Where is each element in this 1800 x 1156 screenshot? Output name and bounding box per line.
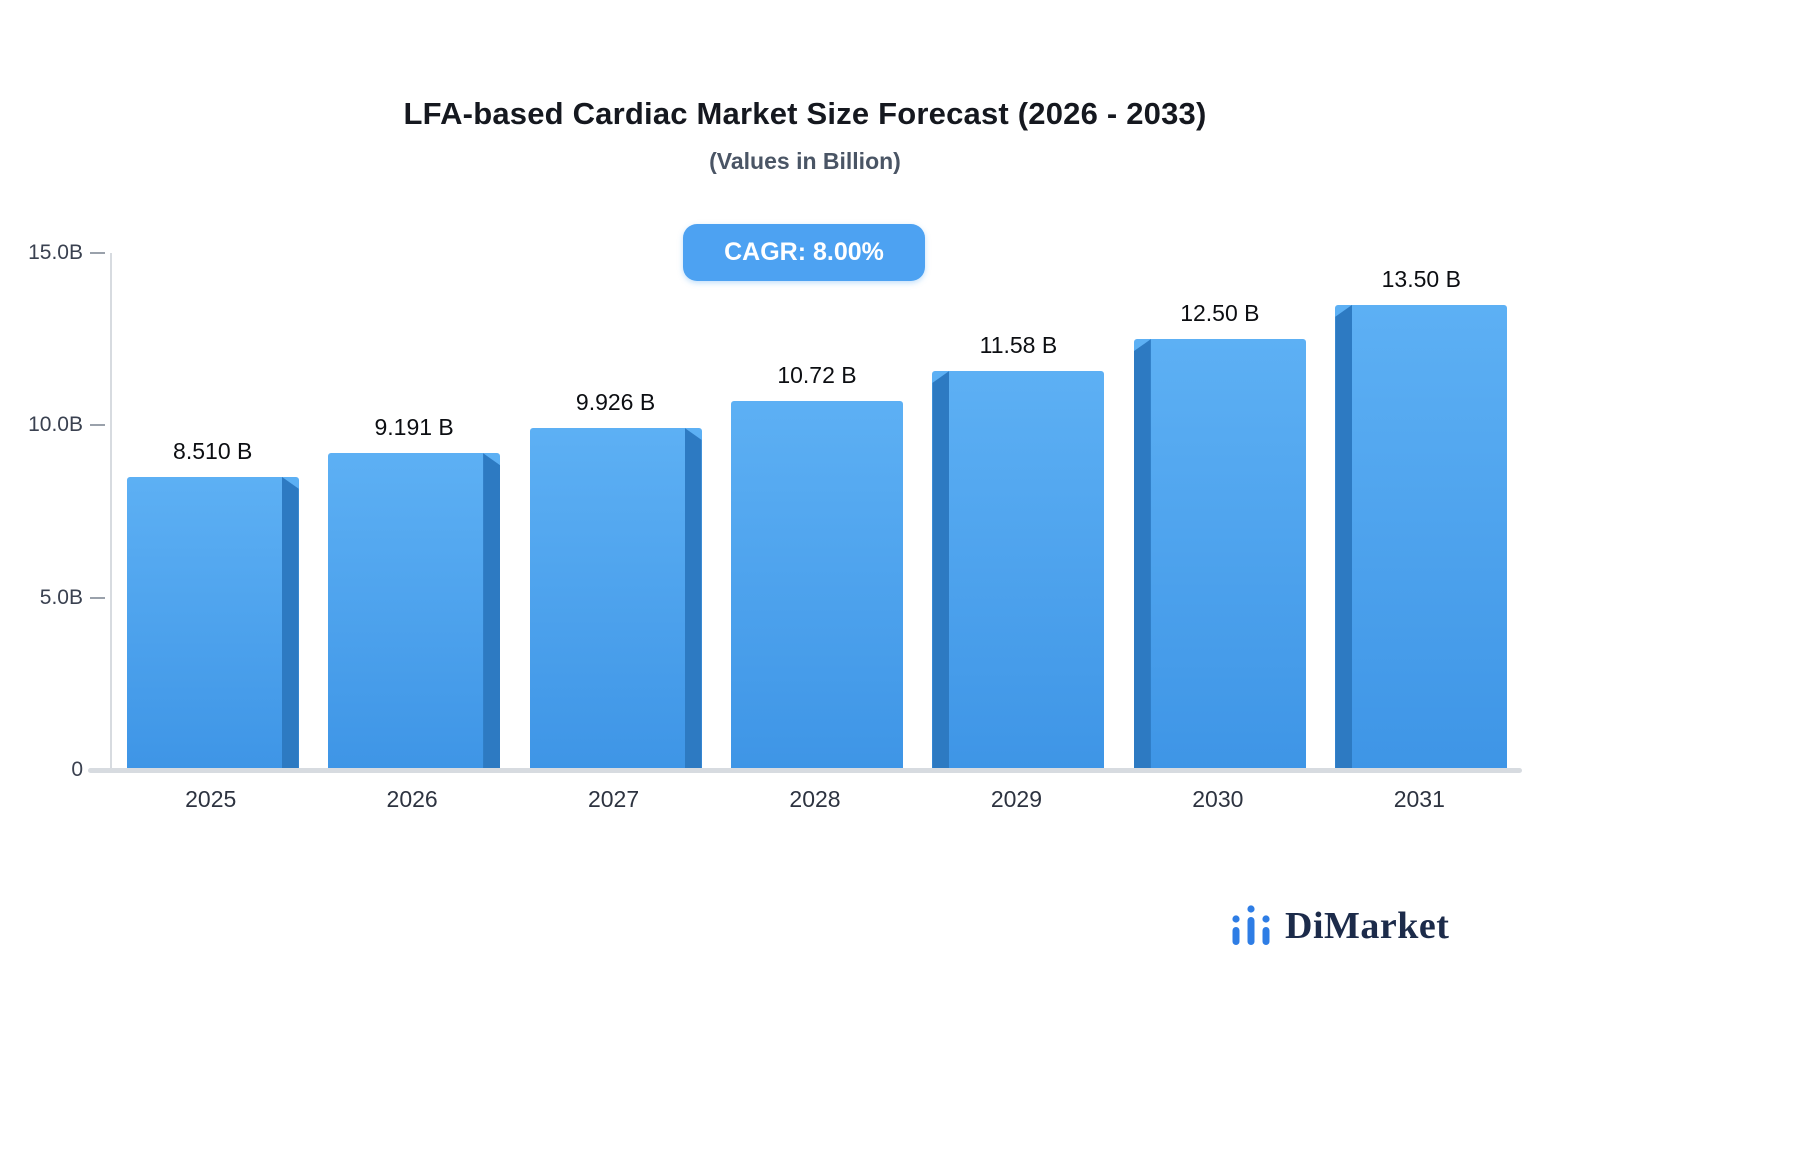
bar-slot-2026: 9.191 B	[313, 253, 514, 770]
x-axis-label-2029: 2029	[990, 786, 1043, 812]
cagr-badge: CAGR: 8.00%	[683, 224, 925, 281]
bar-value-label-2031: 13.50 B	[1381, 265, 1461, 292]
bar-slot-2029: 11.58 B	[918, 253, 1119, 770]
bar-side-shade	[1133, 339, 1151, 770]
bar-value-label-2028: 10.72 B	[777, 361, 857, 388]
logo-bars-icon	[1228, 903, 1274, 949]
y-tick-label: 15.0B	[28, 241, 83, 264]
chart-title: LFA-based Cardiac Market Size Forecast (…	[403, 96, 1207, 131]
y-tick-10.0B: 10.0B	[0, 413, 105, 437]
bar-slot-2027: 9.926 B	[515, 253, 716, 770]
bar-2028	[730, 400, 903, 770]
bar-value-label-2027: 9.926 B	[575, 388, 656, 415]
bar-2025	[126, 476, 299, 770]
bar-side-shade	[684, 427, 702, 770]
bar-value-label-2029: 11.58 B	[979, 331, 1058, 358]
bar-2027	[529, 427, 702, 770]
bar-value-label-2030: 12.50 B	[1180, 300, 1260, 327]
bar-side-shade	[281, 476, 299, 770]
bar-2026	[328, 453, 501, 770]
y-tick-label: 10.0B	[28, 413, 83, 437]
x-axis-label-2026: 2026	[386, 786, 438, 812]
bar-side-shade	[483, 453, 501, 770]
x-axis-label-2028: 2028	[789, 786, 841, 812]
bar-2029	[932, 370, 1105, 770]
y-tick-label: 5.0B	[39, 585, 83, 609]
x-axis-line	[88, 768, 1522, 773]
bar-2030	[1133, 339, 1306, 770]
x-axis-label-2031: 2031	[1393, 786, 1445, 812]
cagr-badge-label: CAGR: 8.00%	[724, 238, 884, 266]
y-tick-dash	[90, 252, 105, 254]
chart-subtitle: (Values in Billion)	[709, 148, 901, 174]
bar-slot-2031: 13.50 B	[1321, 253, 1522, 770]
logo-text: DiMarket	[1285, 905, 1450, 947]
bar-side-shade	[1335, 304, 1353, 770]
bar-slot-2028: 10.72 B	[716, 253, 917, 770]
x-axis-label-2025: 2025	[185, 786, 237, 812]
x-axis-labels: 2025 2026 2027 2028 2029 2030 2031	[110, 786, 1520, 820]
bar-slot-2030: 12.50 B	[1119, 253, 1320, 770]
x-axis-label-2030: 2030	[1192, 786, 1244, 812]
y-tick-dash	[90, 596, 105, 599]
y-tick-15.0B: 15.0B	[0, 241, 105, 265]
bar-value-label-2026: 9.191 B	[374, 414, 454, 441]
plot-area: 8.510 B 9.191 B 9.926 B 10.72 B 11.58 B 12.50…	[110, 253, 1522, 770]
y-tick-label: 0	[71, 758, 83, 781]
dimarket-logo: DiMarket	[1228, 903, 1449, 949]
y-tick-5.0B: 5.0B	[0, 586, 105, 610]
bar-value-label-2025: 8.510 B	[173, 437, 253, 464]
y-axis: 15.0B 10.0B 5.0B 0	[0, 241, 105, 781]
bar-slot-2025: 8.510 B	[112, 253, 313, 770]
y-tick-dash	[90, 424, 105, 427]
bar-side-shade	[932, 370, 950, 770]
x-axis-label-2027: 2027	[587, 786, 640, 812]
bar-2031	[1335, 304, 1508, 770]
